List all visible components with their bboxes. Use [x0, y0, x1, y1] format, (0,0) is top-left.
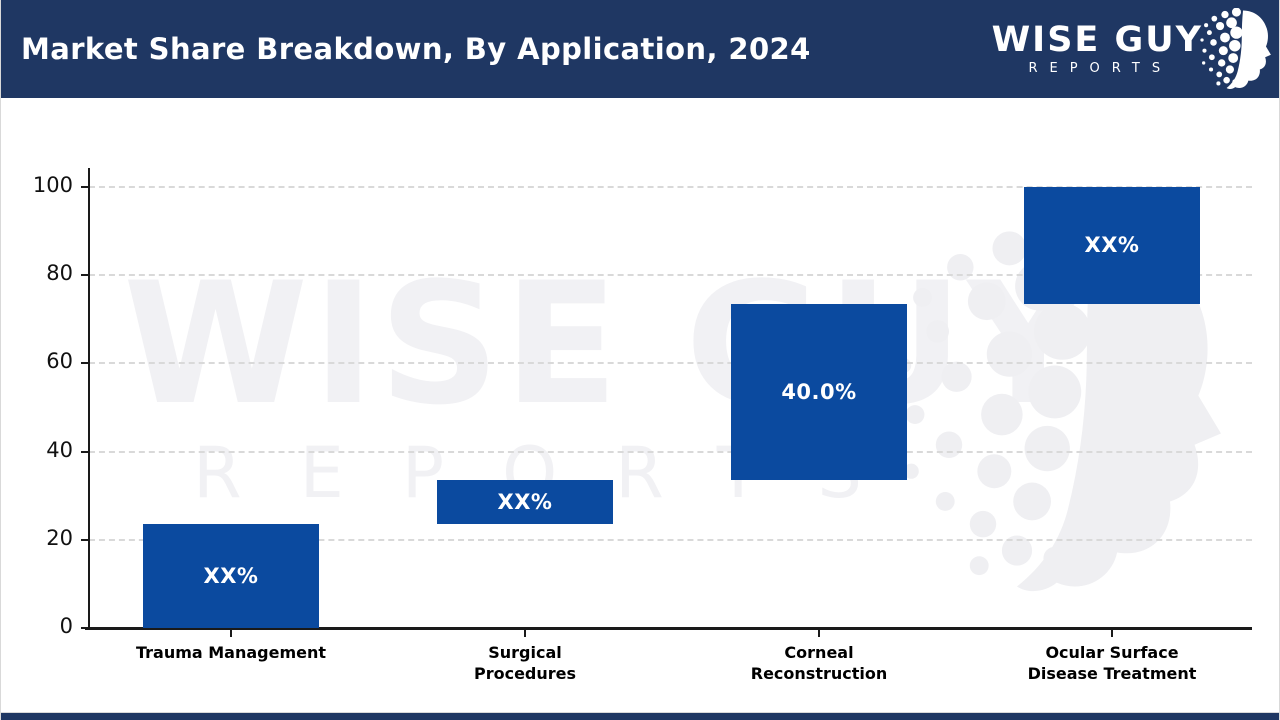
- gridline: [89, 274, 1252, 277]
- y-tick-label: 20: [46, 525, 73, 550]
- bar-value-label: XX%: [497, 490, 553, 515]
- bar-segment: 40.0%: [731, 303, 907, 481]
- y-tick-mark: [81, 362, 89, 365]
- bar-value-label: XX%: [203, 564, 259, 589]
- x-axis-label: Surgical Procedures: [407, 642, 643, 684]
- watermark-brand-text: WISE GUY: [123, 246, 1094, 442]
- x-axis-label-line: Trauma Management: [135, 643, 327, 662]
- x-axis-label: Ocular Surface Disease Treatment: [994, 642, 1230, 684]
- y-tick-mark: [81, 274, 89, 277]
- gridline: [89, 450, 1252, 453]
- x-axis-label: Corneal Reconstruction: [701, 642, 937, 684]
- x-tick-mark: [524, 630, 526, 637]
- x-tick-mark: [1111, 630, 1113, 637]
- x-axis-label: Trauma Management: [113, 642, 349, 663]
- x-axis-line: [85, 627, 1252, 630]
- y-tick-mark: [81, 450, 89, 453]
- brand-logo: WISE GUY REPORTS: [992, 4, 1271, 94]
- bar-value-label: 40.0%: [781, 380, 857, 405]
- x-tick-mark: [818, 630, 820, 637]
- logo-brand-label: WISE GUY: [991, 19, 1203, 60]
- y-tick-mark: [81, 186, 89, 188]
- brand-logo-text: WISE GUY REPORTS: [991, 19, 1203, 77]
- y-tick-label: 80: [46, 261, 73, 286]
- chart-area: WISE GUY REPORTS 0 20 40 60 80 100 XX% Trauma M…: [1, 98, 1279, 720]
- y-tick-label: 60: [46, 349, 73, 374]
- bar-segment: XX%: [1024, 187, 1200, 304]
- bar-segment: XX%: [143, 524, 319, 628]
- logo-head-icon: [1200, 8, 1271, 89]
- bar-segment: XX%: [437, 480, 613, 525]
- y-axis-line: [88, 168, 90, 630]
- x-axis-label-line: Surgical: [488, 643, 562, 662]
- x-axis-label-line: Procedures: [473, 664, 577, 683]
- y-tick-mark: [81, 538, 89, 541]
- y-tick-label: 100: [32, 173, 73, 197]
- x-axis-label-line: Ocular Surface: [1045, 643, 1179, 662]
- header-bar: Market Share Breakdown, By Application, …: [1, 0, 1279, 98]
- logo-sub-label: REPORTS: [1028, 61, 1173, 77]
- x-axis-label-line: Corneal: [784, 643, 854, 662]
- gridline: [89, 538, 1252, 541]
- gridline: [89, 362, 1252, 365]
- x-axis-label-line: Disease Treatment: [1027, 664, 1197, 683]
- x-tick-mark: [230, 630, 232, 637]
- y-tick-label: 40: [46, 437, 73, 462]
- gridline: [89, 186, 1252, 188]
- bar-value-label: XX%: [1084, 233, 1140, 258]
- x-axis-label-line: Reconstruction: [750, 664, 888, 683]
- y-tick-label: 0: [59, 614, 73, 638]
- page-title: Market Share Breakdown, By Application, …: [21, 32, 811, 66]
- footer-bar: [1, 712, 1279, 720]
